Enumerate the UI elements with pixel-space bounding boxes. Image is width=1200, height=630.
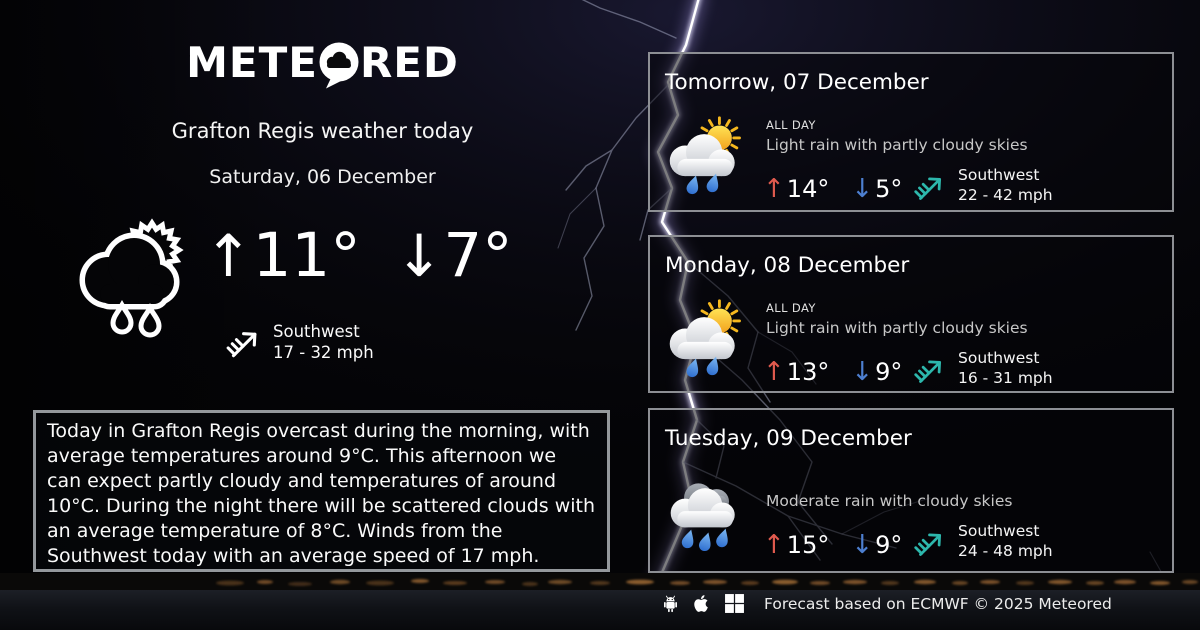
current-high-value: 11° — [252, 220, 361, 291]
current-wind: Southwest 17 - 32 mph — [224, 322, 374, 364]
card-wind: Southwest 24 - 48 mph — [912, 522, 1053, 562]
footer: Forecast based on ECMWF © 2025 Meteored — [660, 593, 1112, 614]
cloud-speech-bubble-icon — [319, 42, 359, 89]
windows-icon[interactable] — [724, 593, 745, 614]
wind-barb-icon — [912, 528, 946, 562]
page-title: Grafton Regis weather today — [171, 119, 474, 143]
card-temperatures: ↑ 13° ↓ 9° — [763, 357, 902, 387]
current-low-value: 7° — [443, 220, 513, 291]
current-temperatures: ↑11° ↓7° — [204, 220, 513, 291]
up-arrow-icon: ↑ — [763, 174, 785, 204]
forecast-card-tomorrow[interactable]: Tomorrow, 07 December ALL DAY Light rain… — [648, 52, 1174, 212]
card-wind-direction: Southwest — [958, 349, 1040, 367]
android-icon[interactable] — [660, 593, 681, 614]
sun-cloud-rain-icon — [664, 297, 750, 383]
card-low: 9° — [875, 531, 903, 559]
down-arrow-icon: ↓ — [851, 174, 874, 204]
card-wind-direction: Southwest — [958, 166, 1040, 184]
forecast-card-tuesday[interactable]: Tuesday, 09 December Moderate rain with … — [648, 408, 1174, 573]
card-temperatures: ↑ 14° ↓ 5° — [763, 174, 902, 204]
sun-cloud-rain-outline-icon — [74, 210, 194, 346]
up-arrow-icon: ↑ — [204, 222, 253, 290]
card-high: 14° — [786, 175, 830, 203]
card-title: Tuesday, 09 December — [665, 426, 912, 451]
card-wind-speed: 24 - 48 mph — [958, 541, 1053, 560]
card-title: Tomorrow, 07 December — [665, 70, 929, 95]
current-wind-direction: Southwest — [273, 322, 360, 341]
card-condition: Light rain with partly cloudy skies — [766, 136, 1028, 154]
wind-barb-icon — [912, 172, 946, 206]
cloud-rain-icon — [664, 470, 750, 556]
card-period: ALL DAY — [766, 301, 816, 315]
page-date: Saturday, 06 December — [209, 166, 436, 188]
card-condition: Moderate rain with cloudy skies — [766, 492, 1013, 510]
card-high: 15° — [786, 531, 830, 559]
logo-text-left: METE — [186, 38, 318, 87]
wind-barb-icon — [224, 326, 262, 364]
apple-icon[interactable] — [692, 593, 713, 614]
current-high: ↑11° — [204, 220, 361, 291]
sun-cloud-rain-icon — [664, 114, 750, 200]
card-wind-speed: 22 - 42 mph — [958, 185, 1053, 204]
meteored-logo[interactable]: METE RED — [0, 36, 645, 89]
card-low: 9° — [875, 358, 903, 386]
down-arrow-icon: ↓ — [394, 222, 444, 290]
down-arrow-icon: ↓ — [851, 357, 874, 387]
current-wind-speed: 17 - 32 mph — [273, 342, 374, 362]
up-arrow-icon: ↑ — [763, 530, 785, 560]
forecast-card-monday[interactable]: Monday, 08 December ALL DAY Light rain w… — [648, 235, 1174, 393]
current-low: ↓7° — [395, 220, 513, 291]
card-temperatures: ↑ 15° ↓ 9° — [763, 530, 902, 560]
up-arrow-icon: ↑ — [763, 357, 785, 387]
wind-barb-icon — [912, 355, 946, 389]
card-wind-speed: 16 - 31 mph — [958, 368, 1053, 387]
card-high: 13° — [786, 358, 830, 386]
forecast-attribution: Forecast based on ECMWF © 2025 Meteored — [764, 594, 1112, 613]
card-low: 5° — [875, 175, 903, 203]
card-wind: Southwest 22 - 42 mph — [912, 166, 1053, 206]
logo-text-right: RED — [359, 38, 459, 87]
card-title: Monday, 08 December — [665, 253, 910, 278]
card-wind: Southwest 16 - 31 mph — [912, 349, 1053, 389]
card-period: ALL DAY — [766, 118, 816, 132]
card-wind-direction: Southwest — [958, 522, 1040, 540]
weather-summary: Today in Grafton Regis overcast during t… — [33, 410, 610, 572]
card-condition: Light rain with partly cloudy skies — [766, 319, 1028, 337]
down-arrow-icon: ↓ — [851, 530, 874, 560]
